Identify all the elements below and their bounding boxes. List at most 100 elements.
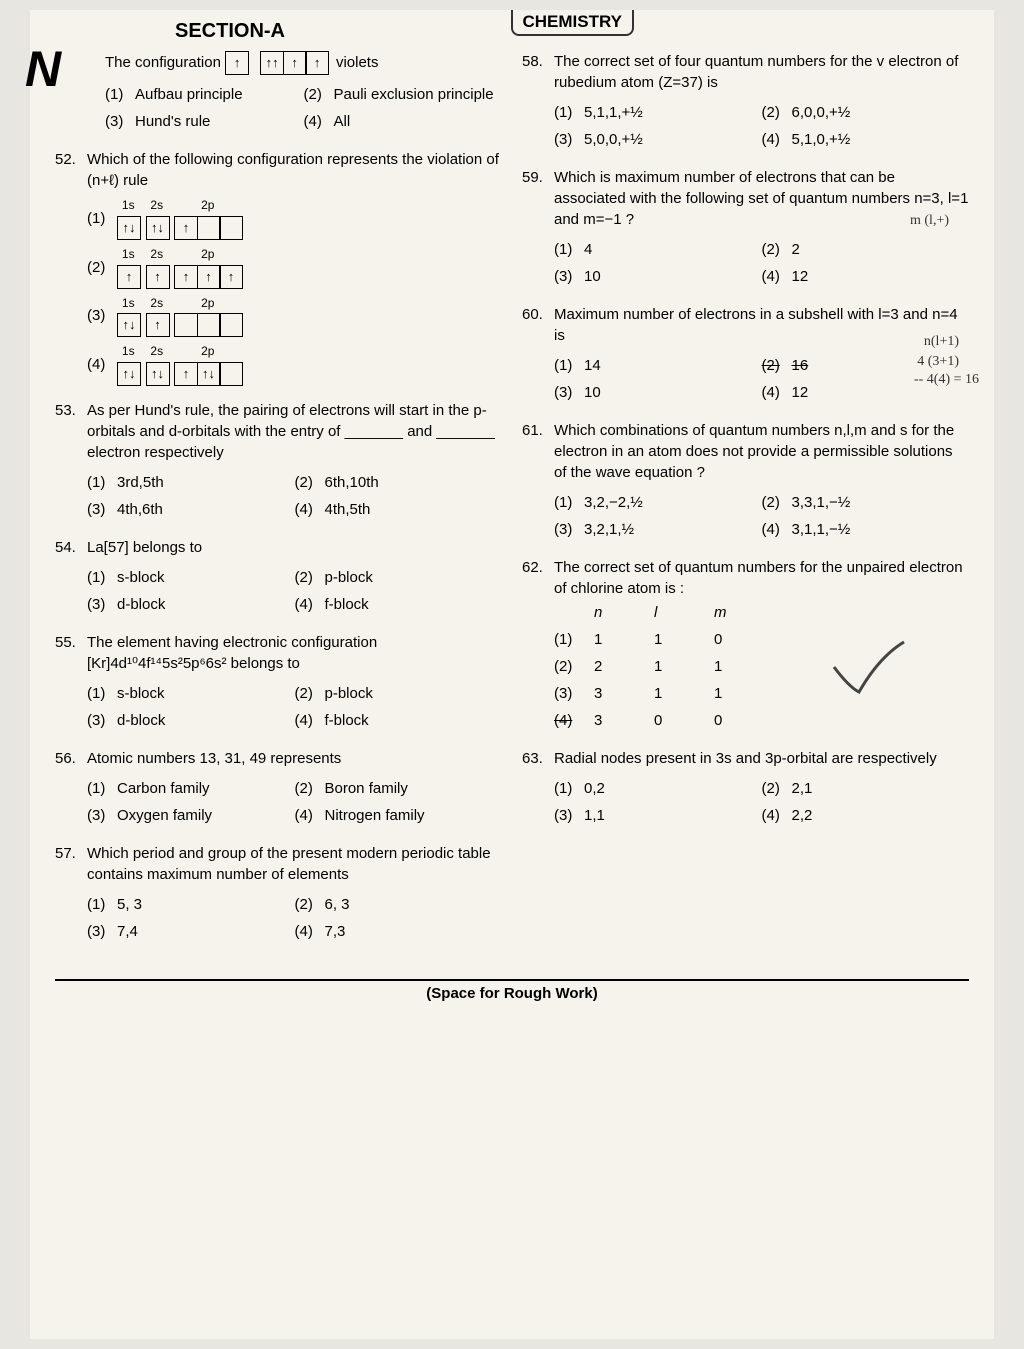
orbital-group-2s: 2s↑ <box>146 246 169 289</box>
option: (2)6th,10th <box>295 469 503 496</box>
orbital-config-row: (4)1s↑↓2s↑↓2p↑↑↓ <box>87 343 502 386</box>
page: CHEMISTRY SECTION-A N The configuration … <box>30 10 994 1339</box>
option: (3)3,2,1,½ <box>554 516 762 543</box>
question-52: 52. Which of the following configuration… <box>55 149 502 386</box>
question-58: 58. The correct set of four quantum numb… <box>522 51 969 153</box>
option: (4)5,1,0,+½ <box>762 126 970 153</box>
footer-rough-work: (Space for Rough Work) <box>55 979 969 1002</box>
option: (4)7,3 <box>295 918 503 945</box>
option: (3)4th,6th <box>87 496 295 523</box>
option: (1)3rd,5th <box>87 469 295 496</box>
question-text: The correct set of quantum numbers for t… <box>554 557 969 599</box>
q51-intro: The configuration <box>105 54 221 71</box>
handwritten-note: m (l,+) <box>910 211 949 231</box>
option: (3)5,0,0,+½ <box>554 126 762 153</box>
orbital-group-2p: 2p↑↑↑ <box>174 246 242 289</box>
question-number: 53. <box>55 400 87 421</box>
orbital-box: ↑ <box>283 51 307 75</box>
question-number: 59. <box>522 167 554 188</box>
option: (3)7,4 <box>87 918 295 945</box>
option: (1)Aufbau principle <box>105 81 304 108</box>
question-54: 54. La[57] belongs to (1)s-block (2)p-bl… <box>55 537 502 618</box>
option: (2)6, 3 <box>295 891 503 918</box>
option: (3)d-block <box>87 591 295 618</box>
option: (3)10 <box>554 379 762 406</box>
two-columns: The configuration ↑ ↑↑↑↑ violets (1)Aufb… <box>55 51 969 959</box>
orbital-box: ↑↑ <box>260 51 284 75</box>
question-text: Which combinations of quantum numbers n,… <box>554 420 969 483</box>
option-number: (3) <box>87 305 117 326</box>
option: (1)3,2,−2,½ <box>554 489 762 516</box>
question-text: Maximum number of electrons in a subshel… <box>554 304 969 346</box>
option: (4)f-block <box>295 707 503 734</box>
question-number: 58. <box>522 51 554 72</box>
question-number: 52. <box>55 149 87 170</box>
option-number: (2) <box>87 257 117 278</box>
question-number: 55. <box>55 632 87 653</box>
option: (1)14 <box>554 352 762 379</box>
orbital-configs: (1)1s↑↓2s↑↓2p↑(2)1s↑2s↑2p↑↑↑(3)1s↑↓2s↑2p… <box>55 197 502 386</box>
q51-violets: violets <box>336 54 379 71</box>
option: (1)4 <box>554 236 762 263</box>
orbital-group-2s: 2s↑↓ <box>146 197 169 240</box>
option: (3)Hund's rule <box>105 108 304 135</box>
orbital-group-2p: 2p↑ <box>174 197 242 240</box>
orbital-box: ↑ <box>305 51 329 75</box>
orbital-group-1s: 1s↑ <box>117 246 140 289</box>
question-text: La[57] belongs to <box>87 537 502 558</box>
question-text: As per Hund's rule, the pairing of elect… <box>87 400 502 463</box>
table-header: l <box>654 602 714 623</box>
option-number: (4) <box>87 354 117 375</box>
table-header: n <box>594 602 654 623</box>
question-63: 63. Radial nodes present in 3s and 3p-or… <box>522 748 969 829</box>
question-60: 60. Maximum number of electrons in a sub… <box>522 304 969 406</box>
option: (3)d-block <box>87 707 295 734</box>
option: (2)2 <box>762 236 970 263</box>
option: (2)3,3,1,−½ <box>762 489 970 516</box>
question-number: 63. <box>522 748 554 769</box>
option: (4)2,2 <box>762 802 970 829</box>
option: (4)4th,5th <box>295 496 503 523</box>
question-56: 56. Atomic numbers 13, 31, 49 represents… <box>55 748 502 829</box>
orbital-group-2s: 2s↑ <box>146 295 169 338</box>
option: (1)s-block <box>87 564 295 591</box>
chemistry-header: CHEMISTRY <box>511 10 635 36</box>
option: (2)p-block <box>295 680 503 707</box>
option: (3)1,1 <box>554 802 762 829</box>
option: (2)Pauli exclusion principle <box>304 81 503 108</box>
orbital-group-1s: 1s↑↓ <box>117 197 140 240</box>
option: (1)Carbon family <box>87 775 295 802</box>
option: (4)12 <box>762 263 970 290</box>
option: (1)5,1,1,+½ <box>554 99 762 126</box>
option: (4)Nitrogen family <box>295 802 503 829</box>
option: (2)Boron family <box>295 775 503 802</box>
option: (4)f-block <box>295 591 503 618</box>
question-text: Atomic numbers 13, 31, 49 represents <box>87 748 502 769</box>
option: (4)All <box>304 108 503 135</box>
question-text: The correct set of four quantum numbers … <box>554 51 969 93</box>
question-text: Which of the following configuration rep… <box>87 149 502 191</box>
option-number: (1) <box>87 208 117 229</box>
question-53: 53. As per Hund's rule, the pairing of e… <box>55 400 502 523</box>
orbital-group-2p: 2p <box>174 295 242 338</box>
question-51: The configuration ↑ ↑↑↑↑ violets (1)Aufb… <box>105 51 502 135</box>
question-number: 54. <box>55 537 87 558</box>
question-61: 61. Which combinations of quantum number… <box>522 420 969 543</box>
question-text: Which is maximum number of electrons tha… <box>554 167 969 230</box>
question-text: Which period and group of the present mo… <box>87 843 502 885</box>
option: (2)6,0,0,+½ <box>762 99 970 126</box>
question-55: 55. The element having electronic config… <box>55 632 502 734</box>
option: (1)s-block <box>87 680 295 707</box>
option: (4)3,1,1,−½ <box>762 516 970 543</box>
orbital-config-row: (1)1s↑↓ 2s↑↓2p↑ <box>87 197 502 240</box>
option: (1)0,2 <box>554 775 762 802</box>
right-column: 58. The correct set of four quantum numb… <box>522 51 969 959</box>
handwritten-note: n(l+1) <box>924 332 959 352</box>
question-text: Radial nodes present in 3s and 3p-orbita… <box>554 748 969 769</box>
question-text: The element having electronic configurat… <box>87 632 502 674</box>
option: (3)10 <box>554 263 762 290</box>
n-logo: N <box>25 40 61 98</box>
question-62: 62. The correct set of quantum numbers f… <box>522 557 969 734</box>
question-number: 57. <box>55 843 87 864</box>
option: (2)2,1 <box>762 775 970 802</box>
